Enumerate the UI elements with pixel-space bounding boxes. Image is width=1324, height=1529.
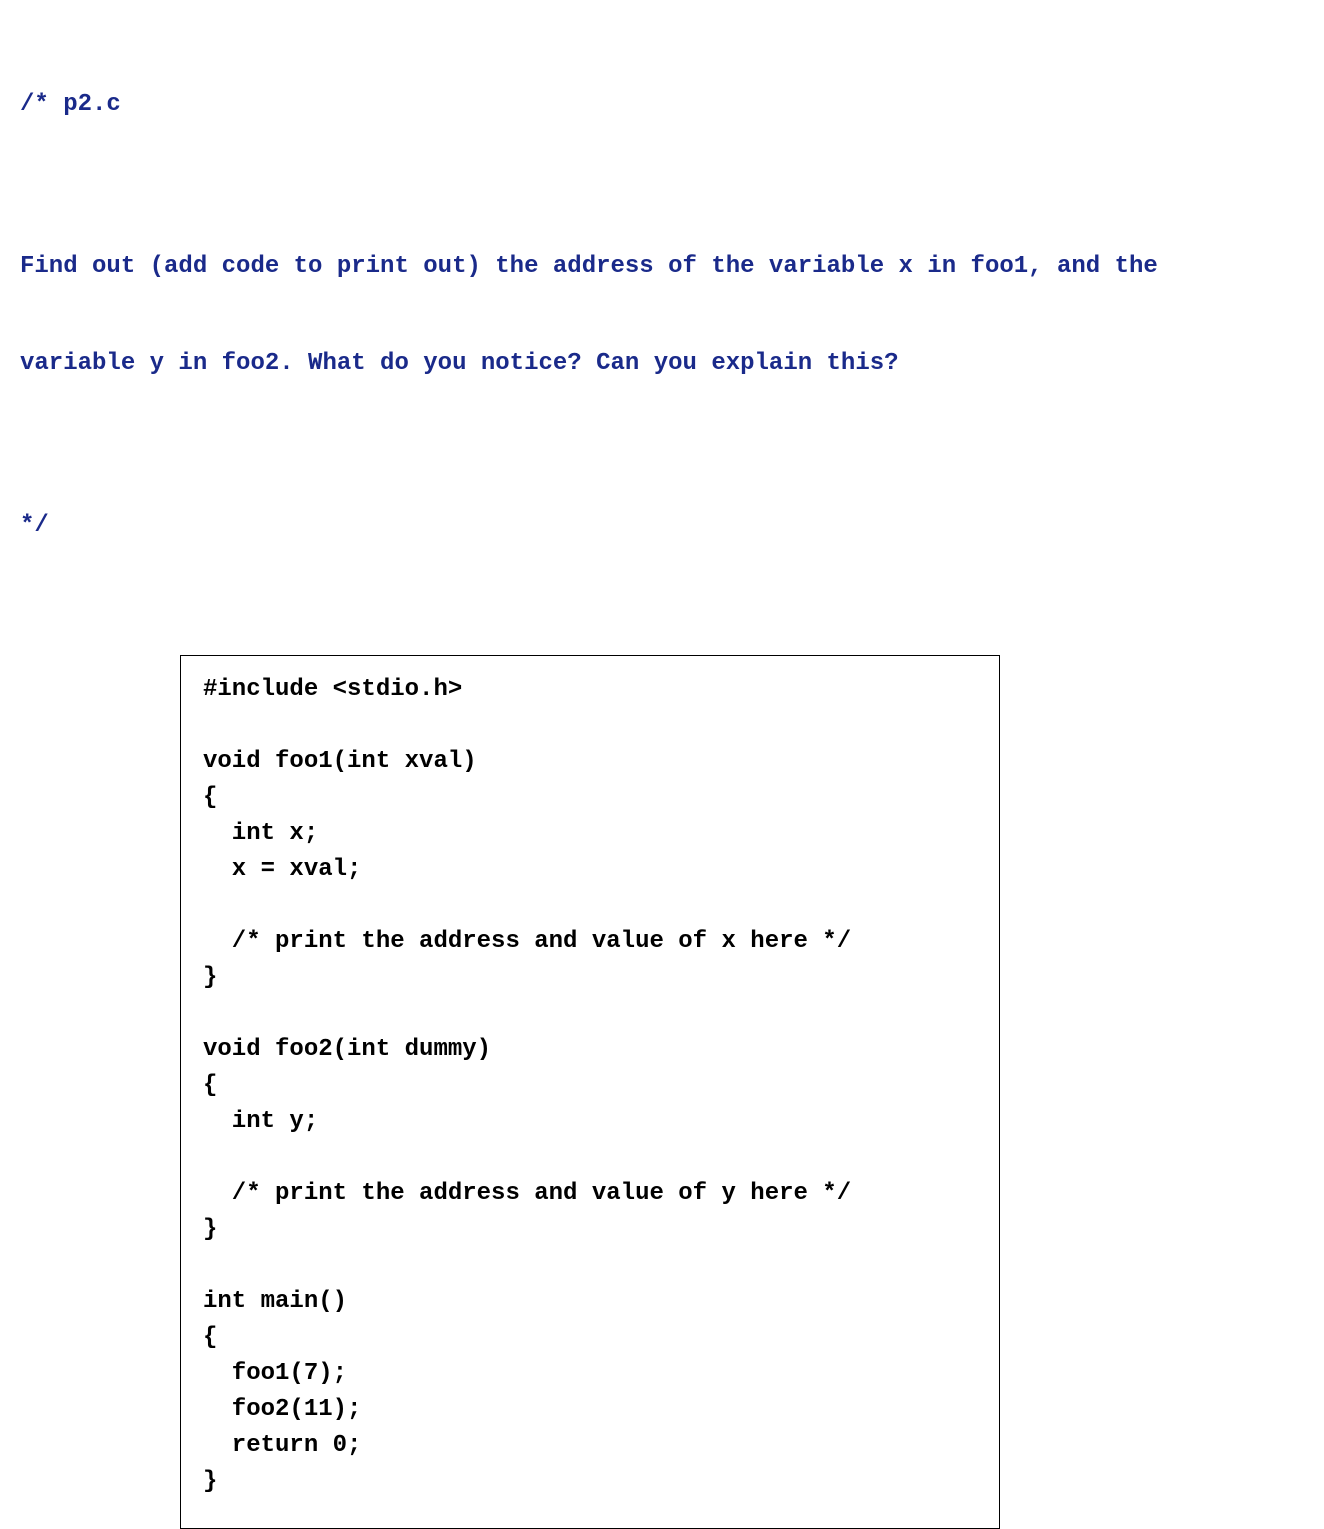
intro-line-1: /* p2.c bbox=[20, 89, 1304, 121]
code-listing: #include <stdio.h> void foo1(int xval) {… bbox=[203, 672, 977, 1500]
intro-line-3: variable y in foo2. What do you notice? … bbox=[20, 348, 1304, 380]
code-listing-frame: #include <stdio.h> void foo1(int xval) {… bbox=[180, 655, 1000, 1529]
intro-line-4: */ bbox=[20, 510, 1304, 542]
intro-line-2: Find out (add code to print out) the add… bbox=[20, 251, 1304, 283]
comment-block: /* p2.c Find out (add code to print out)… bbox=[20, 24, 1304, 575]
